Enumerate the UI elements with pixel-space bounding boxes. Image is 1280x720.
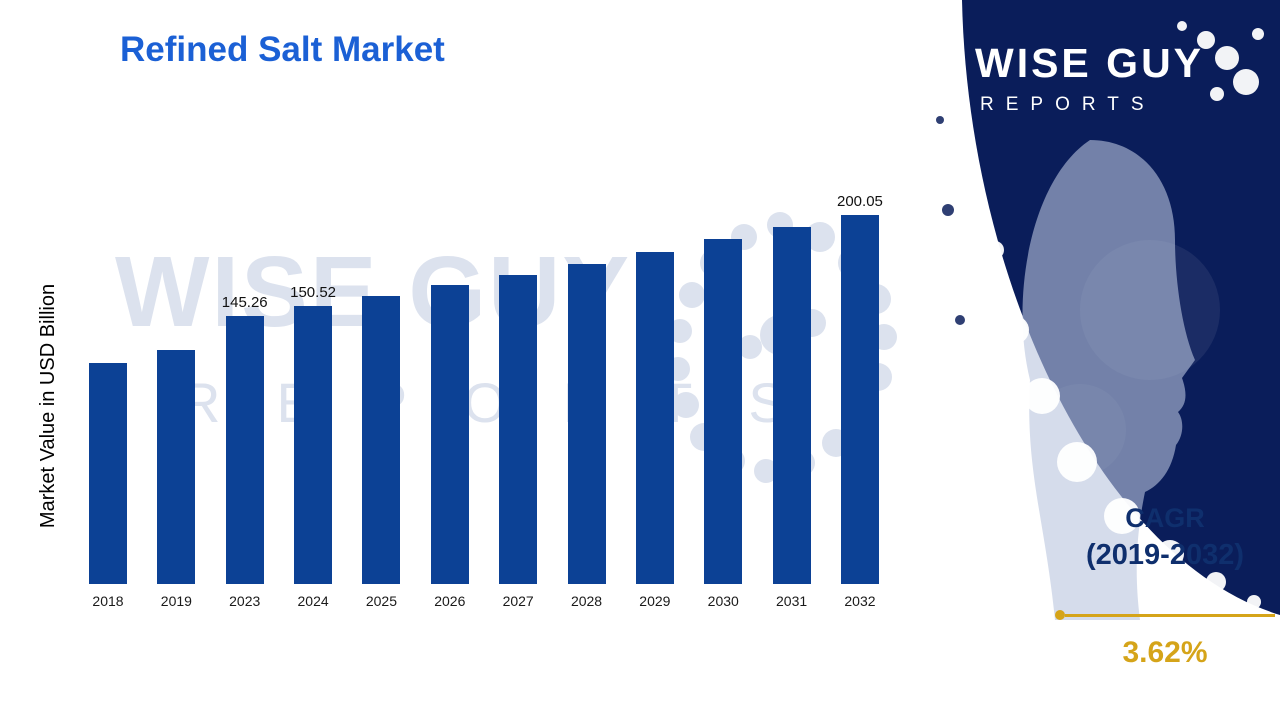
bar (840, 215, 879, 584)
brand-panel (936, 0, 1280, 620)
x-tick-label: 2031 (776, 593, 808, 609)
cagr-period: (2019-2032) (1086, 539, 1244, 571)
bar-column: 200.05 2032 (836, 160, 884, 610)
face-silhouette-graphic (1022, 140, 1195, 620)
bar-column: 2027 (494, 160, 542, 610)
brand-logo-subtext: REPORTS (980, 94, 1156, 115)
bar-column: 2026 (426, 160, 474, 610)
plot-area: 2018 2019 145.26 2023 150.52 2024 2025 2026 2027… (84, 160, 884, 610)
x-tick-label: 2025 (365, 593, 398, 609)
x-tick-label: 2019 (160, 593, 192, 609)
x-tick-label: 2028 (570, 593, 603, 609)
x-tick-label: 2024 (297, 593, 329, 609)
x-tick-label: 2030 (707, 593, 739, 609)
bar (225, 316, 264, 584)
bar-value-label: 150.52 (290, 284, 337, 302)
x-tick-label: 2026 (434, 593, 466, 609)
page-title: Refined Salt Market (120, 30, 445, 69)
bar-column: 2019 (152, 160, 200, 610)
bar-column: 2025 (357, 160, 405, 610)
brand-logo-wordmark: WISE GUY (975, 40, 1205, 86)
bar (704, 239, 743, 584)
cagr-block: CAGR (2019-2032) 3.62% (1055, 503, 1275, 670)
x-tick-label: 2023 (229, 593, 261, 609)
bar (772, 227, 811, 584)
cagr-label: CAGR (1125, 503, 1205, 533)
x-tick-label: 2018 (92, 593, 124, 609)
dots-decoration (936, 21, 1264, 609)
cagr-divider-line (1065, 613, 1275, 617)
bar (157, 349, 196, 584)
cagr-value: 3.62% (1122, 636, 1208, 669)
bar-column: 2029 (631, 160, 679, 610)
bar-column: 2030 (699, 160, 747, 610)
bar-column: 2018 (84, 160, 132, 610)
cagr-divider-dot (1055, 610, 1065, 620)
bar-column: 145.26 2023 (221, 160, 269, 610)
bar-column: 2028 (563, 160, 611, 610)
bar (294, 306, 333, 584)
bar (499, 274, 538, 584)
bar-value-label: 145.26 (221, 294, 268, 312)
bar (89, 362, 127, 584)
x-tick-label: 2027 (502, 593, 534, 609)
y-axis-label: Market Value in USD Billion (37, 283, 59, 529)
bar (362, 295, 401, 584)
bar-column: 150.52 2024 (289, 160, 337, 610)
bar-value-label: 200.05 (837, 193, 883, 210)
x-tick-label: 2029 (639, 593, 671, 609)
bar (567, 264, 606, 584)
bar (430, 285, 469, 584)
brand-logo: WISE GUY REPORTS (975, 40, 1204, 116)
x-tick-label: 2032 (844, 593, 876, 609)
bar (635, 252, 674, 584)
bar-column: 2031 (768, 160, 816, 610)
cagr-divider (1055, 610, 1275, 620)
